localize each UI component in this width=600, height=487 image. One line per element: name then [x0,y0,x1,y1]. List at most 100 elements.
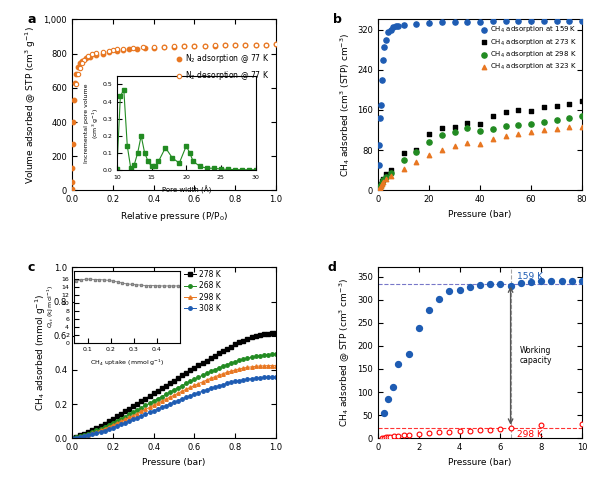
298 K [134,411,141,416]
CH$_4$ adsorption at 323 K [475,140,485,148]
N$_2$ adsorption @ 77 K [210,42,220,50]
Point [485,280,495,287]
298 K [130,412,137,418]
Point [394,432,403,440]
298 K [268,363,275,369]
Legend: N$_2$ adsorption @ 77 K, N$_2$ desorption @ 77 K: N$_2$ adsorption @ 77 K, N$_2$ desorptio… [173,49,272,85]
CH$_4$ adsorption at 323 K [488,135,497,143]
CH$_4$ adsorption at 298 K [374,185,384,192]
CH$_4$ adsorption at 273 K [500,109,510,116]
CH$_4$ adsorption at 298 K [375,183,385,191]
Line: 278 K: 278 K [70,332,278,440]
Point [577,420,587,428]
298 K [113,420,121,426]
N$_2$ desorption @ 77 K [261,41,271,49]
CH$_4$ adsorption at 298 K [412,148,421,156]
N$_2$ adsorption @ 77 K [86,53,95,60]
N$_2$ desorption @ 77 K [118,45,128,53]
298 K [264,363,271,369]
X-axis label: Pressure (bar): Pressure (bar) [448,210,512,219]
Legend: 278 K, 268 K, 298 K, 308 K: 278 K, 268 K, 298 K, 308 K [182,268,223,315]
CH$_4$ adsorption at 273 K [552,103,562,111]
N$_2$ desorption @ 77 K [149,43,158,51]
CH$_4$ adsorption at 273 K [412,146,421,154]
CH$_4$ adsorption at 298 K [379,176,388,184]
N$_2$ adsorption @ 77 K [82,55,91,62]
Point [424,429,434,437]
278 K [68,435,76,441]
Point [455,428,464,435]
CH$_4$ adsorption at 273 K [526,107,536,115]
CH$_4$ adsorption at 273 K [399,149,409,157]
N$_2$ adsorption @ 77 K [200,42,209,50]
N$_2$ adsorption @ 77 K [149,44,158,52]
N$_2$ adsorption @ 77 K [140,44,150,52]
CH$_4$ adsorption at 323 K [377,181,386,188]
Point [379,410,389,417]
Point [567,277,577,284]
CH$_4$ adsorption at 273 K [450,123,460,131]
Y-axis label: CH$_4$ adsorbed (cm$^3$ (STP) cm$^{-3}$): CH$_4$ adsorbed (cm$^3$ (STP) cm$^{-3}$) [338,33,352,177]
CH$_4$ adsorption at 298 K [450,128,460,135]
298 K [68,435,76,441]
CH$_4$ adsorption at 323 K [539,126,548,134]
N$_2$ desorption @ 77 K [108,46,118,54]
Line: 308 K: 308 K [70,375,278,440]
Line: 268 K: 268 K [70,352,278,440]
CH$_4$ adsorption at 298 K [552,116,562,124]
N$_2$ adsorption @ 77 K [271,40,281,48]
Text: Working
capacity: Working capacity [520,346,552,365]
CH$_4$ adsorption at 159 K [500,18,510,25]
Point [516,279,526,287]
CH$_4$ adsorption at 159 K [394,21,403,29]
N$_2$ desorption @ 77 K [139,43,148,51]
308 K [215,383,223,389]
CH$_4$ adsorption at 298 K [381,173,391,181]
N$_2$ desorption @ 77 K [92,49,101,56]
308 K [268,374,275,380]
268 K [68,435,76,441]
278 K [113,413,121,419]
268 K [268,352,275,357]
308 K [113,423,121,429]
278 K [203,357,210,363]
N$_2$ desorption @ 77 K [210,41,220,49]
CH$_4$ adsorption at 298 K [376,182,385,189]
CH$_4$ adsorption at 273 K [374,185,383,193]
CH$_4$ adsorption at 298 K [488,125,497,132]
CH$_4$ adsorption at 323 K [381,175,391,183]
N$_2$ adsorption @ 77 K [112,47,122,55]
CH$_4$ adsorption at 323 K [437,146,446,154]
CH$_4$ adsorption at 273 K [488,112,497,120]
298 K [215,372,223,378]
X-axis label: Relative pressure (P/P$_0$): Relative pressure (P/P$_0$) [120,210,228,223]
CH$_4$ adsorption at 159 K [391,22,401,30]
278 K [272,330,280,336]
N$_2$ adsorption @ 77 K [220,41,230,49]
N$_2$ adsorption @ 77 K [118,46,128,54]
CH$_4$ adsorption at 273 K [437,124,446,131]
N$_2$ adsorption @ 77 K [179,42,189,50]
N$_2$ desorption @ 77 K [112,45,122,53]
CH$_4$ adsorption at 323 K [565,123,574,131]
CH$_4$ adsorption at 159 K [375,113,385,121]
CH$_4$ adsorption at 323 K [514,130,523,138]
CH$_4$ adsorption at 323 K [450,142,460,150]
CH$_4$ adsorption at 323 K [379,179,388,187]
N$_2$ adsorption @ 77 K [169,43,179,51]
CH$_4$ adsorption at 273 K [514,106,523,114]
278 K [130,403,137,409]
N$_2$ adsorption @ 77 K [73,63,83,71]
308 K [203,387,210,393]
N$_2$ desorption @ 77 K [88,50,97,58]
CH$_4$ adsorption at 159 K [386,26,395,34]
CH$_4$ adsorption at 273 K [376,180,385,188]
CH$_4$ adsorption at 159 K [475,18,485,26]
CH$_4$ adsorption at 159 K [399,20,409,28]
CH$_4$ adsorption at 159 K [374,141,384,149]
CH$_4$ adsorption at 323 K [376,183,385,190]
N$_2$ adsorption @ 77 K [67,185,77,193]
CH$_4$ adsorption at 159 K [381,36,391,43]
Point [475,281,485,289]
N$_2$ adsorption @ 77 K [230,41,240,49]
